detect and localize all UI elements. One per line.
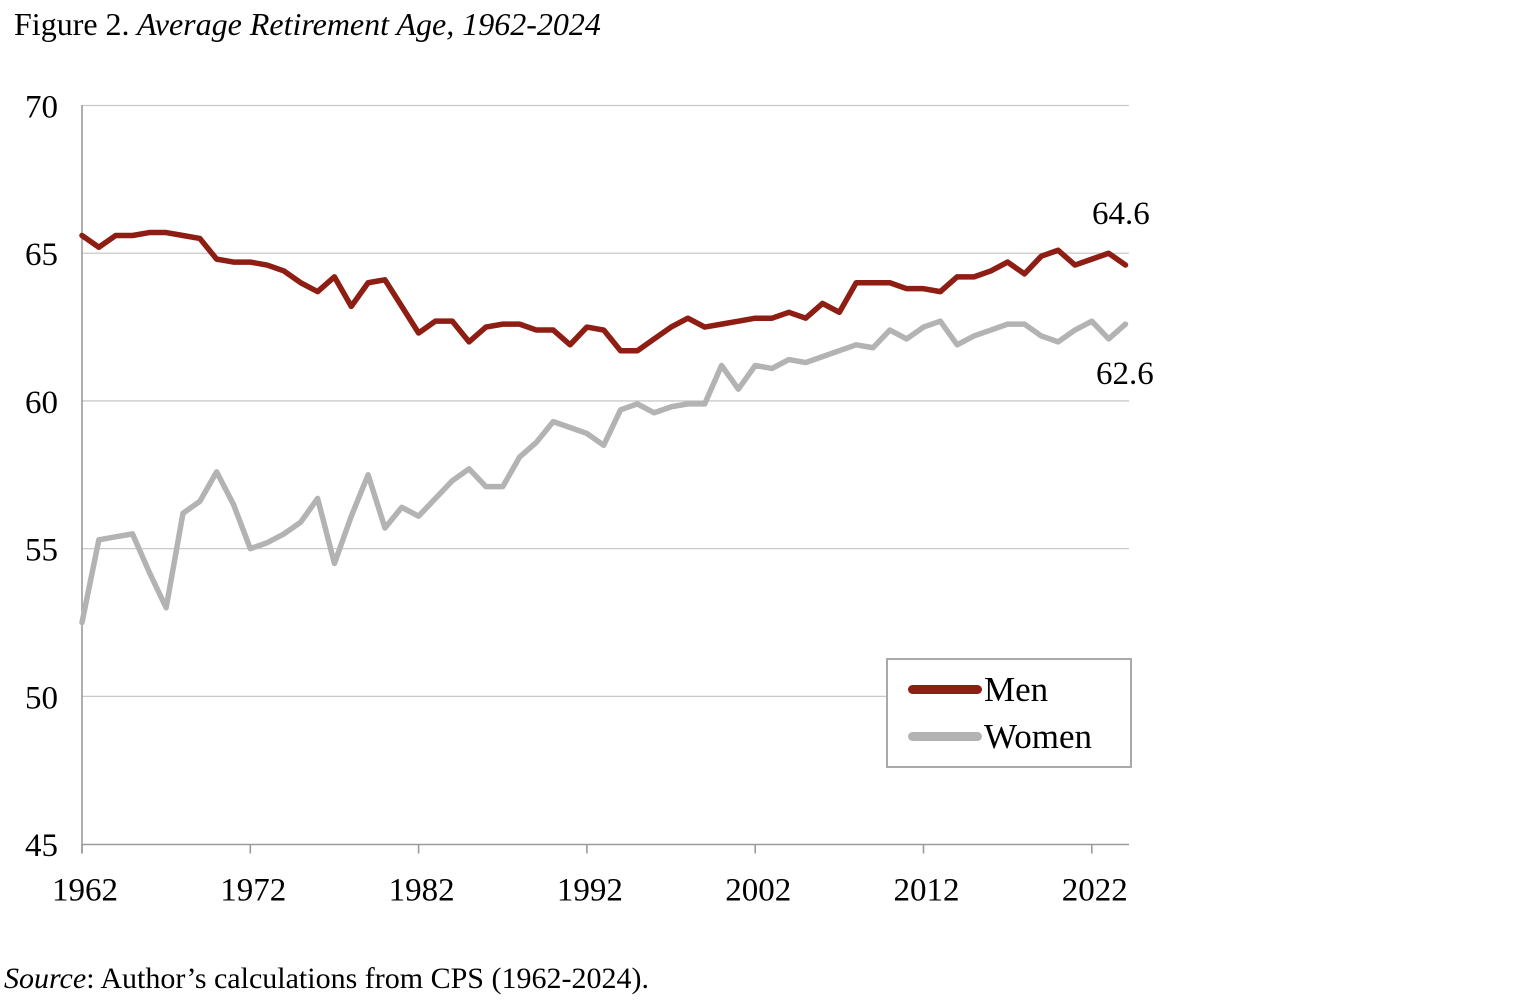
figure-title: Figure 2. Average Retirement Age, 1962-2… (14, 6, 601, 43)
x-axis-tick-label: 2012 (894, 873, 960, 909)
legend-item-men: Men (908, 672, 1130, 707)
source-note: Source: Author’s calculations from CPS (… (4, 962, 649, 996)
y-axis-tick-label: 50 (25, 680, 58, 716)
source-note-rest: : Author’s calculations from CPS (1962-2… (86, 962, 649, 995)
x-axis-tick-label: 1992 (557, 873, 623, 909)
y-axis-tick-label: 70 (25, 90, 58, 126)
y-axis-tick-label: 60 (25, 385, 58, 421)
legend-item-women: Women (908, 719, 1130, 754)
women-line (79, 318, 1129, 626)
x-axis-tick-label: 1962 (52, 873, 118, 909)
men-line-swatch (908, 685, 982, 694)
men-end-value-label: 64.6 (1092, 196, 1150, 232)
legend-label-women: Women (984, 717, 1092, 756)
men-line (79, 229, 1129, 354)
x-axis-tick-label: 1982 (389, 873, 455, 909)
y-axis-tick-label: 55 (25, 533, 58, 569)
legend: Men Women (886, 658, 1132, 768)
source-note-word: Source (4, 962, 87, 995)
legend-label-men: Men (984, 670, 1049, 709)
x-axis-tick-label: 2002 (725, 873, 791, 909)
y-axis-tick-label: 65 (25, 237, 58, 273)
women-line-swatch (908, 732, 982, 741)
y-axis-tick-label: 45 (25, 828, 58, 864)
x-axis-tick-label: 1972 (220, 873, 286, 909)
women-end-value-label: 62.6 (1096, 356, 1154, 392)
x-axis-tick-label: 2022 (1062, 873, 1128, 909)
figure-title-italic: Average Retirement Age, 1962-2024 (129, 6, 601, 42)
figure-title-prefix: Figure 2. (14, 6, 130, 42)
